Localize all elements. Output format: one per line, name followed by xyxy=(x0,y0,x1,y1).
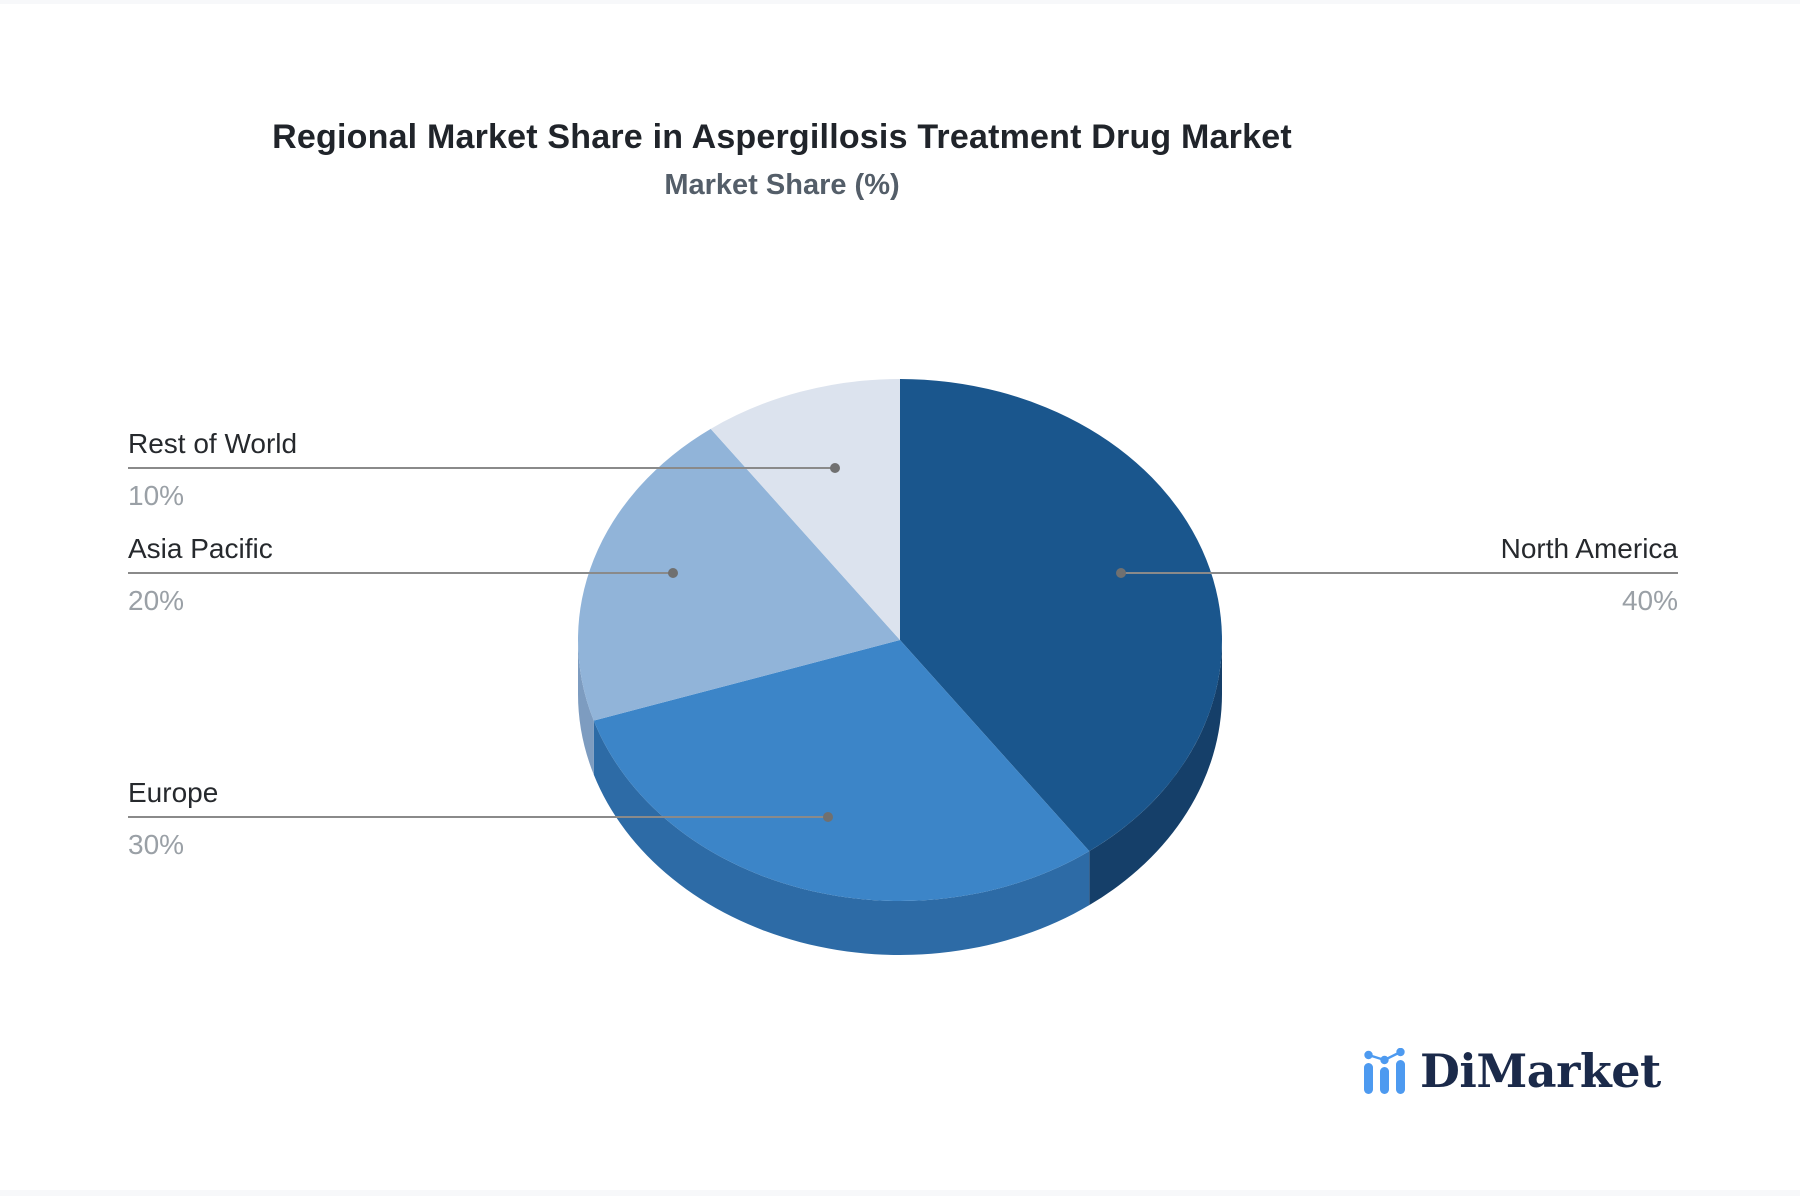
pie-slice-side-asia-pacific xyxy=(578,640,594,775)
dimarket-logo: DiMarket xyxy=(1362,1044,1661,1098)
pie-slice-side-north-america xyxy=(1089,640,1222,906)
slice-value-label: 20% xyxy=(128,585,185,616)
slice-value-label: 30% xyxy=(128,829,185,860)
slice-value-label: 40% xyxy=(1621,585,1678,616)
pie-slice-asia-pacific[interactable] xyxy=(578,428,900,721)
top-edge-strip xyxy=(0,0,1800,4)
leader-dot-asia-pacific xyxy=(668,568,678,578)
pie-slice-europe[interactable] xyxy=(593,640,1090,901)
bottom-edge-strip xyxy=(0,1190,1800,1196)
leader-dot-europe xyxy=(823,812,833,822)
leader-dot-rest-of-world xyxy=(830,463,840,473)
chart-subtitle: Market Share (%) xyxy=(664,169,900,201)
slice-name-label: Rest of World xyxy=(128,428,298,459)
slice-name-label: Asia Pacific xyxy=(128,533,273,564)
pie-slice-rest-of-world[interactable] xyxy=(710,379,900,640)
logo-text: DiMarket xyxy=(1420,1044,1661,1098)
bar-line-chart-icon xyxy=(1364,1048,1405,1094)
pie-slice-side-europe xyxy=(593,720,1090,955)
pie-slice-north-america[interactable] xyxy=(900,379,1222,852)
slice-name-label: North America xyxy=(1500,533,1678,564)
leader-dot-north-america xyxy=(1116,568,1126,578)
slice-value-label: 10% xyxy=(128,480,185,511)
chart-title: Regional Market Share in Aspergillosis T… xyxy=(272,118,1292,156)
slice-name-label: Europe xyxy=(128,777,219,808)
